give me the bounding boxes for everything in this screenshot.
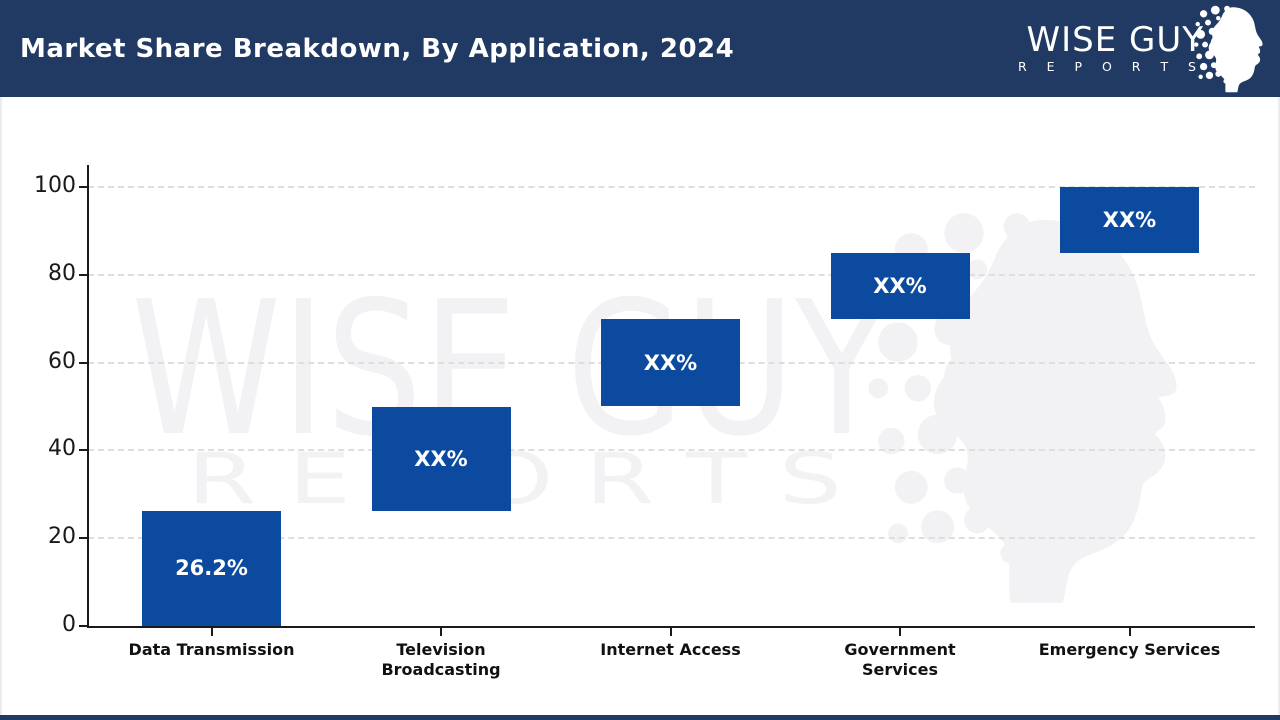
x-tick-mark xyxy=(1128,628,1131,636)
x-tick-mark xyxy=(440,628,442,636)
y-tick-mark xyxy=(79,625,88,627)
bar-value-label: XX% xyxy=(873,273,927,298)
x-axis-category-label: Television Broadcasting xyxy=(381,640,501,679)
left-edge-border xyxy=(0,97,2,715)
bar-value-label: XX% xyxy=(1102,207,1157,232)
footer-bar xyxy=(0,715,1280,720)
x-tick-mark xyxy=(669,628,672,636)
x-tick-mark xyxy=(899,628,901,636)
brand-logo: WISE GUY R E P O R T S xyxy=(1018,5,1270,93)
bar-value-label: XX% xyxy=(414,446,468,471)
x-tick-mark xyxy=(210,628,213,636)
right-edge-border xyxy=(1278,97,1280,715)
y-axis-tick-label: 0 xyxy=(62,612,76,637)
y-tick-mark xyxy=(79,273,88,276)
y-tick-mark xyxy=(79,537,88,540)
brand-subtitle: R E P O R T S xyxy=(1017,59,1204,75)
x-axis-category-label: Emergency Services xyxy=(1038,640,1221,659)
bar-segment: XX% xyxy=(830,252,970,319)
x-axis-category-label: Data Transmission xyxy=(128,640,295,659)
y-tick-mark xyxy=(79,361,88,364)
y-tick-mark xyxy=(79,186,88,188)
bar-segment: XX% xyxy=(601,318,740,407)
brand-logo-text: WISE GUY R E P O R T S xyxy=(1017,19,1204,75)
y-axis-tick-label: 40 xyxy=(48,436,76,462)
x-axis-category-label: Government Services xyxy=(844,640,956,679)
gridline xyxy=(88,449,1255,452)
x-axis-category-label: Internet Access xyxy=(600,640,741,659)
y-tick-mark xyxy=(79,449,88,452)
y-axis-tick-label: 20 xyxy=(48,524,76,550)
bar-segment: XX% xyxy=(1060,187,1199,253)
y-axis-spine xyxy=(87,165,89,628)
x-axis-spine xyxy=(87,626,1255,628)
header-bar: Market Share Breakdown, By Application, … xyxy=(0,0,1280,97)
y-axis-tick-label: 80 xyxy=(48,260,76,286)
brand-name: WISE GUY xyxy=(1026,19,1204,60)
gridline xyxy=(88,186,1255,188)
bar-value-label: 26.2% xyxy=(175,556,248,581)
gridline xyxy=(88,537,1255,540)
watermark-sub-text: R E P O R T S xyxy=(187,438,842,520)
bar-value-label: XX% xyxy=(643,350,698,375)
bar-segment: XX% xyxy=(371,406,511,511)
y-axis-tick-label: 60 xyxy=(48,348,76,374)
y-axis-tick-label: 100 xyxy=(34,173,76,198)
bar-segment: 26.2% xyxy=(142,510,281,626)
page-title: Market Share Breakdown, By Application, … xyxy=(20,33,735,64)
gridline xyxy=(88,273,1255,276)
